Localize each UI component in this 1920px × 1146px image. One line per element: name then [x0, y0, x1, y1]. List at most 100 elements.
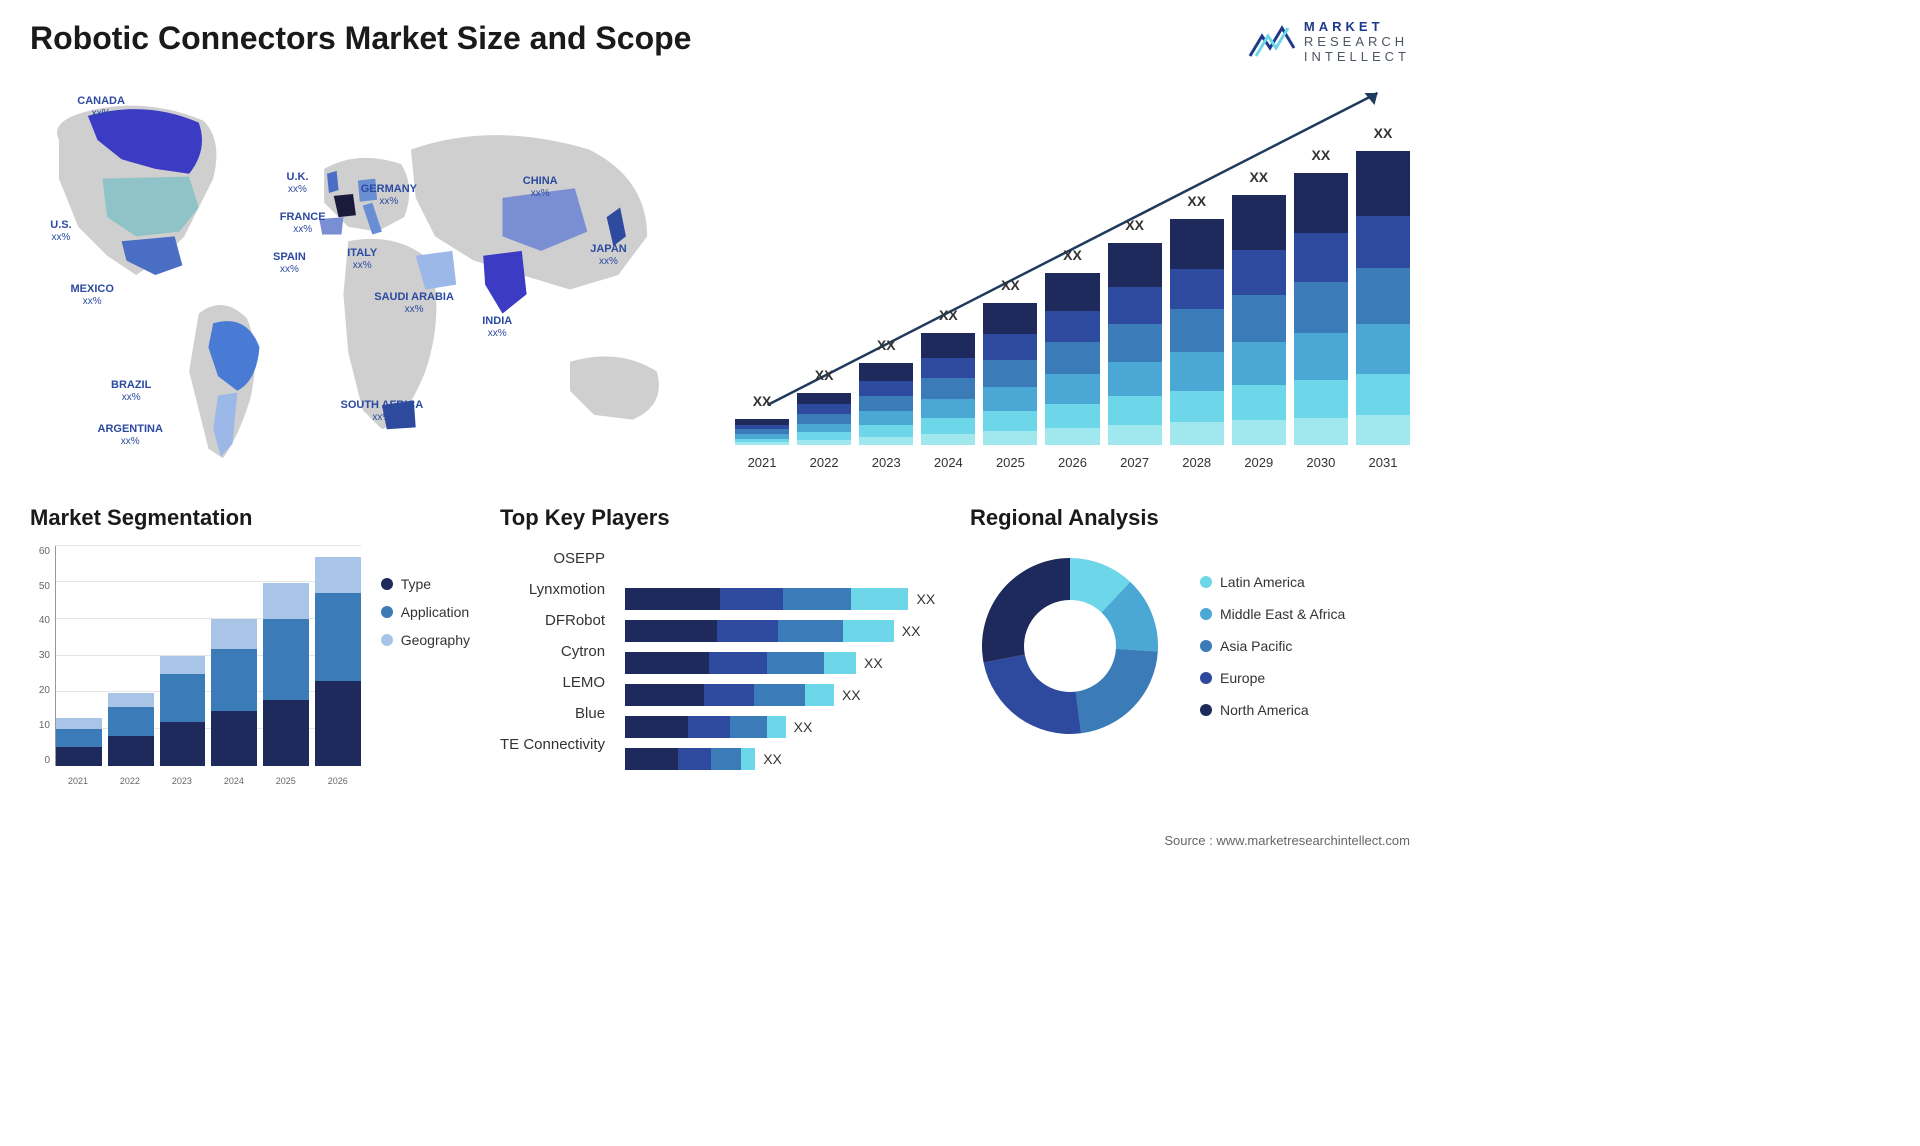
forecast-bar-label: XX — [1045, 247, 1099, 263]
segmentation-bars — [55, 546, 361, 766]
segmentation-year-label: 2026 — [315, 776, 361, 786]
map-label-china: CHINAxx% — [523, 175, 558, 200]
forecast-bar: XX — [1356, 151, 1410, 445]
player-bar-row: XX — [625, 620, 940, 642]
segmentation-bar — [56, 718, 102, 766]
forecast-bar: XX — [735, 419, 789, 445]
players-title: Top Key Players — [500, 505, 940, 531]
world-map-section: CANADAxx%U.S.xx%MEXICOxx%BRAZILxx%ARGENT… — [30, 75, 705, 475]
player-name: LEMO — [500, 674, 605, 691]
regional-legend: Latin America Middle East & Africa Asia Pa… — [1200, 574, 1345, 718]
segmentation-year-label: 2024 — [211, 776, 257, 786]
forecast-year-label: 2030 — [1294, 455, 1348, 470]
top-row: CANADAxx%U.S.xx%MEXICOxx%BRAZILxx%ARGENT… — [30, 75, 1410, 475]
forecast-bar: XX — [921, 333, 975, 445]
player-bar-row: XX — [625, 684, 940, 706]
forecast-bar-label: XX — [735, 393, 789, 409]
segmentation-bar — [315, 557, 361, 766]
forecast-year-label: 2022 — [797, 455, 851, 470]
segmentation-year-label: 2022 — [107, 776, 153, 786]
forecast-bar-label: XX — [921, 307, 975, 323]
forecast-bar-label: XX — [983, 277, 1037, 293]
forecast-bar-label: XX — [797, 367, 851, 383]
page-title: Robotic Connectors Market Size and Scope — [30, 20, 691, 57]
forecast-year-label: 2025 — [983, 455, 1037, 470]
map-label-brazil: BRAZILxx% — [111, 379, 151, 404]
segmentation-bar — [160, 656, 206, 766]
forecast-bar: XX — [1170, 219, 1224, 445]
players-chart: OSEPPLynxmotionDFRobotCytronLEMOBlueTE C… — [500, 546, 940, 770]
header: Robotic Connectors Market Size and Scope… — [30, 20, 1410, 65]
map-label-argentina: ARGENTINAxx% — [98, 423, 163, 448]
forecast-bar-label: XX — [1356, 125, 1410, 141]
regional-title: Regional Analysis — [970, 505, 1410, 531]
player-bar-row: XX — [625, 716, 940, 738]
forecast-year-label: 2027 — [1108, 455, 1162, 470]
forecast-bar-label: XX — [1294, 147, 1348, 163]
player-bar-value: XX — [902, 623, 921, 639]
player-name: OSEPP — [500, 550, 605, 567]
segmentation-chart: 6050403020100 202120222023202420252026 T… — [30, 546, 470, 786]
segmentation-section: Market Segmentation 6050403020100 202120… — [30, 505, 470, 805]
forecast-bar: XX — [1232, 195, 1286, 445]
logo-text: MARKET RESEARCH INTELLECT — [1304, 20, 1410, 65]
map-label-japan: JAPANxx% — [590, 243, 626, 268]
segmentation-bar — [108, 692, 154, 765]
forecast-year-label: 2029 — [1232, 455, 1286, 470]
segmentation-year-label: 2023 — [159, 776, 205, 786]
segmentation-x-axis: 202120222023202420252026 — [55, 776, 361, 786]
forecast-bar: XX — [859, 363, 913, 445]
forecast-bar-label: XX — [1232, 169, 1286, 185]
regional-chart: Latin America Middle East & Africa Asia Pa… — [970, 546, 1410, 746]
players-bars: XXXXXXXXXXXX — [625, 582, 940, 770]
map-label-south-africa: SOUTH AFRICAxx% — [341, 399, 424, 424]
forecast-bar-label: XX — [1170, 193, 1224, 209]
regional-legend-item: Latin America — [1200, 574, 1345, 590]
forecast-year-label: 2026 — [1045, 455, 1099, 470]
player-name: TE Connectivity — [500, 736, 605, 753]
segmentation-bar — [211, 619, 257, 766]
donut-slice — [984, 654, 1081, 733]
player-name: Cytron — [500, 643, 605, 660]
forecast-year-label: 2024 — [921, 455, 975, 470]
map-label-u.s.: U.S.xx% — [50, 219, 71, 244]
forecast-year-label: 2023 — [859, 455, 913, 470]
player-bar-value: XX — [763, 751, 782, 767]
player-bar-value: XX — [842, 687, 861, 703]
player-name: Lynxmotion — [500, 581, 605, 598]
regional-legend-item: Europe — [1200, 670, 1345, 686]
regional-donut — [970, 546, 1170, 746]
map-label-saudi-arabia: SAUDI ARABIAxx% — [374, 291, 454, 316]
logo: MARKET RESEARCH INTELLECT — [1248, 20, 1410, 65]
segmentation-bars-wrap: 6050403020100 202120222023202420252026 — [30, 546, 361, 786]
segmentation-legend-item: Geography — [381, 632, 470, 648]
regional-section: Regional Analysis Latin America Middle Ea… — [970, 505, 1410, 805]
map-label-italy: ITALYxx% — [347, 247, 377, 272]
donut-slice — [1076, 649, 1158, 733]
forecast-bar: XX — [1108, 243, 1162, 445]
regional-legend-item: Asia Pacific — [1200, 638, 1345, 654]
logo-icon — [1248, 22, 1296, 62]
players-section: Top Key Players OSEPP Lynxmotion DFRobot Cy… — [500, 505, 940, 805]
map-label-u.k.: U.K.xx% — [287, 171, 309, 196]
segmentation-title: Market Segmentation — [30, 505, 470, 531]
segmentation-legend-item: Application — [381, 604, 470, 620]
forecast-chart: XXXXXXXXXXXXXXXXXXXXXX 20212022202320242… — [735, 75, 1410, 475]
player-bar-row: XX — [625, 748, 940, 770]
forecast-x-axis: 2021202220232024202520262027202820292030… — [735, 455, 1410, 470]
bottom-row: Market Segmentation 6050403020100 202120… — [30, 505, 1410, 805]
forecast-chart-section: XXXXXXXXXXXXXXXXXXXXXX 20212022202320242… — [735, 75, 1410, 475]
forecast-bar: XX — [1045, 273, 1099, 445]
forecast-year-label: 2031 — [1356, 455, 1410, 470]
regional-legend-item: North America — [1200, 702, 1345, 718]
forecast-year-label: 2021 — [735, 455, 789, 470]
map-label-spain: SPAINxx% — [273, 251, 306, 276]
regional-legend-item: Middle East & Africa — [1200, 606, 1345, 622]
player-bar-row: XX — [625, 652, 940, 674]
forecast-bar: XX — [983, 303, 1037, 445]
source-text: Source : www.marketresearchintellect.com — [1164, 833, 1410, 848]
map-label-mexico: MEXICOxx% — [71, 283, 114, 308]
forecast-bar-label: XX — [1108, 217, 1162, 233]
segmentation-legend: TypeApplicationGeography — [381, 546, 470, 648]
player-name: DFRobot — [500, 612, 605, 629]
